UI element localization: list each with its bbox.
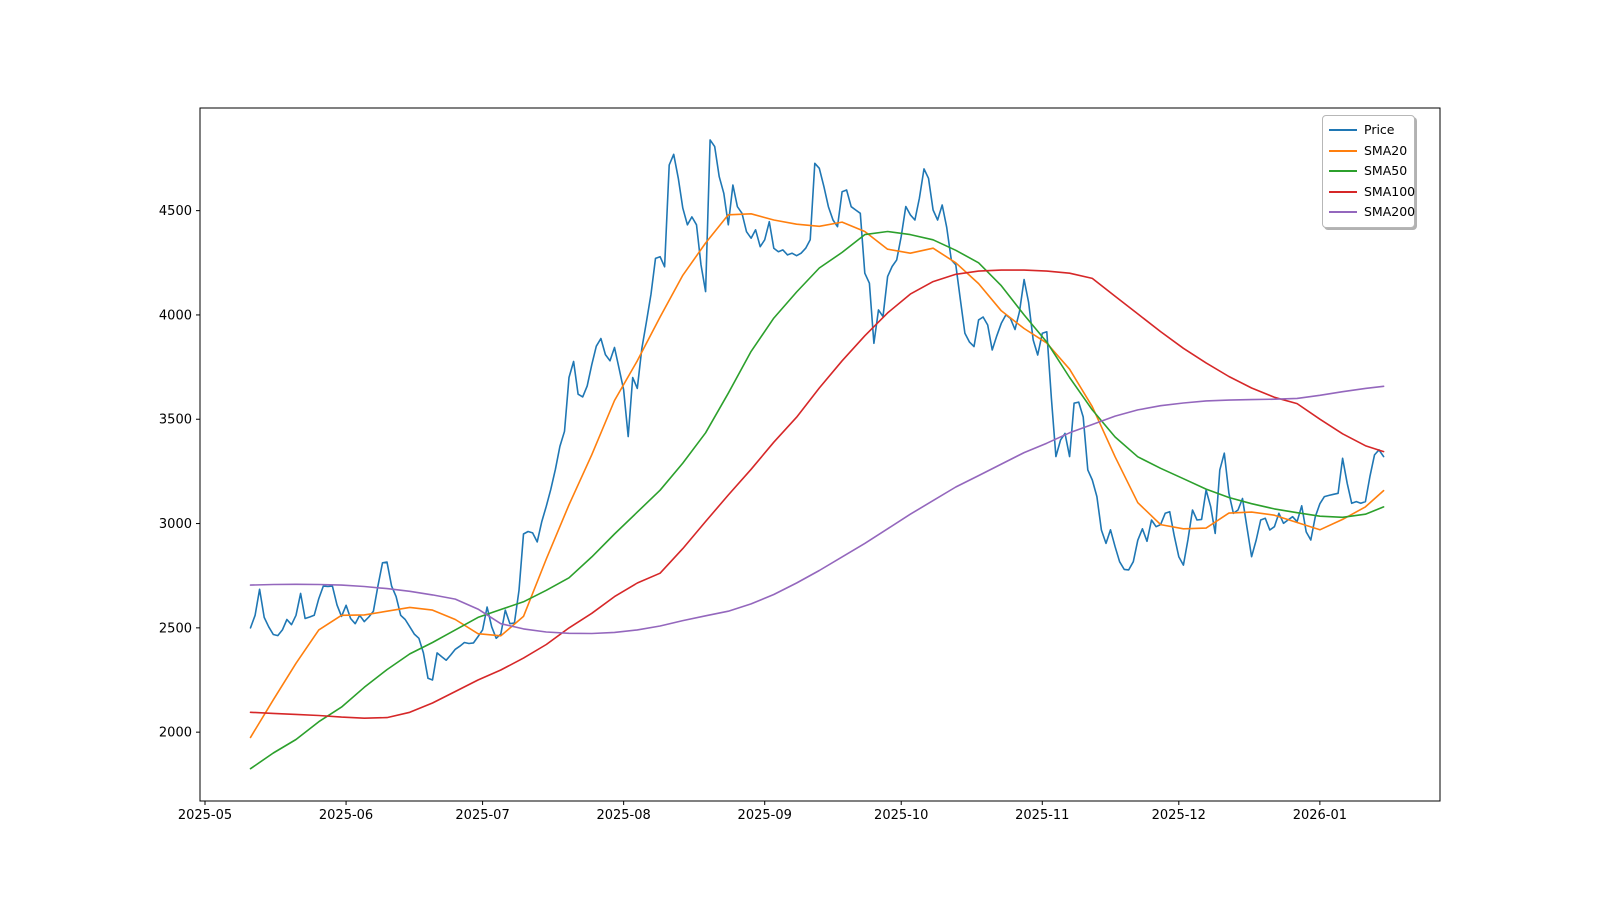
y-tick-label: 4000 <box>159 308 192 323</box>
y-tick-label: 3000 <box>159 517 192 532</box>
legend-swatch-sma200 <box>1329 211 1357 214</box>
y-tick-label: 2000 <box>159 726 192 741</box>
x-tick-label: 2026-01 <box>1293 808 1347 823</box>
legend-label: SMA100 <box>1364 183 1416 199</box>
legend-label: Price <box>1364 122 1395 137</box>
legend-item-price: Price <box>1329 120 1408 141</box>
legend-swatch-sma50 <box>1329 170 1357 173</box>
y-tick-label: 2500 <box>159 621 192 636</box>
legend-item-sma50: SMA50 <box>1329 161 1408 182</box>
y-axis: 2000 2500 3000 3500 4000 4500 <box>159 204 200 741</box>
x-tick-label: 2025-11 <box>1015 808 1069 823</box>
series-lines <box>249 139 1385 770</box>
sma100-line <box>249 269 1385 720</box>
price-line <box>249 139 1385 681</box>
y-tick-label: 4500 <box>159 204 192 219</box>
legend-item-sma20: SMA20 <box>1329 141 1408 162</box>
x-tick-label: 2025-10 <box>874 808 928 823</box>
legend-item-sma100: SMA100 <box>1329 182 1415 203</box>
legend-swatch-price <box>1329 129 1357 132</box>
x-tick-label: 2025-12 <box>1152 808 1206 823</box>
y-tick-label: 3500 <box>159 413 192 428</box>
sma200-line <box>249 385 1385 635</box>
legend-label: SMA200 <box>1364 204 1416 219</box>
plot-area <box>199 107 1441 802</box>
x-axis: 2025-05 2025-06 2025-07 2025-08 2025-09 2025-… <box>178 801 1347 823</box>
sma20-line <box>249 213 1385 739</box>
legend-swatch-sma20 <box>1329 149 1357 152</box>
legend-label: SMA50 <box>1364 163 1408 178</box>
sma50-line <box>249 230 1385 770</box>
x-tick-label: 2025-09 <box>738 808 792 823</box>
x-tick-label: 2025-05 <box>178 808 232 823</box>
x-tick-label: 2025-06 <box>319 808 373 823</box>
legend-label: SMA20 <box>1364 142 1408 158</box>
legend-swatch-sma100 <box>1329 190 1357 193</box>
x-tick-label: 2025-08 <box>596 808 650 823</box>
legend: Price SMA20 SMA50 SMA100 SMA200 <box>1322 115 1415 228</box>
legend-item-sma200: SMA200 <box>1329 202 1415 223</box>
x-tick-label: 2025-07 <box>455 808 509 823</box>
